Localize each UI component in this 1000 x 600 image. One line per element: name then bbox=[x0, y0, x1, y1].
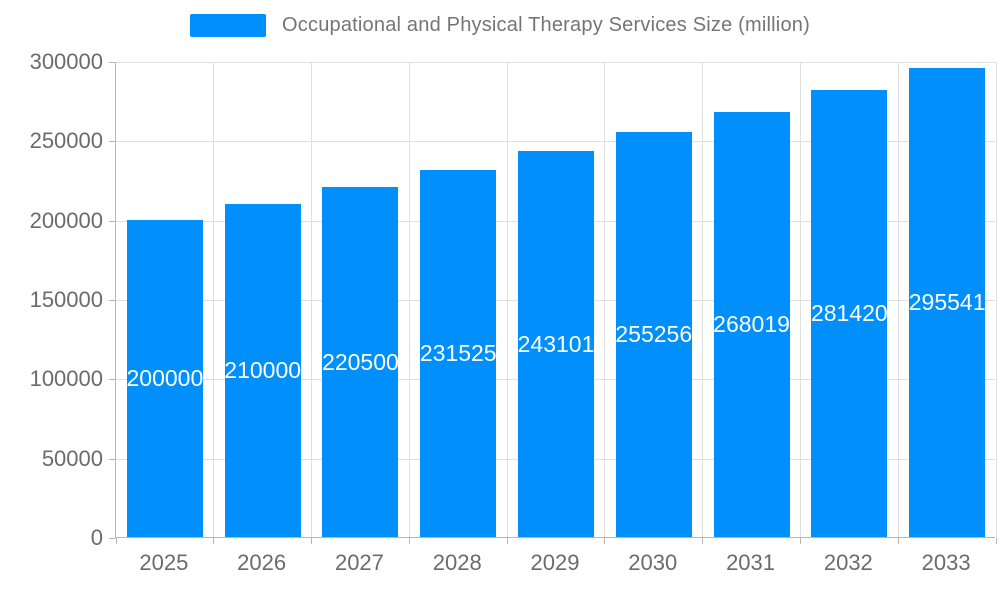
x-tick-mark bbox=[897, 538, 899, 544]
y-axis-tick-label: 300000 bbox=[29, 49, 103, 74]
bar-value-label: 200000 bbox=[126, 364, 203, 391]
y-tick-mark bbox=[109, 62, 115, 63]
bar[interactable]: 255256 bbox=[615, 132, 692, 537]
y-axis-tick-label: 200000 bbox=[29, 207, 103, 233]
x-axis-tick-label: 2031 bbox=[726, 550, 776, 575]
bar[interactable]: 295541 bbox=[909, 68, 986, 537]
bar-value-label: 243101 bbox=[518, 330, 594, 357]
y-gridline bbox=[116, 141, 995, 143]
y-tick-mark bbox=[109, 220, 115, 222]
x-axis-tick-label: 2028 bbox=[432, 550, 482, 575]
x-tick-mark bbox=[995, 538, 997, 544]
x-tick-mark bbox=[604, 538, 606, 544]
y-axis-tick-label: 250000 bbox=[29, 128, 103, 154]
plot-area: 200000 210000 220500 231525 243101 255256 2680… bbox=[109, 62, 997, 544]
bar-value-label: 268019 bbox=[713, 310, 790, 337]
bar-value-label: 231525 bbox=[420, 339, 497, 366]
y-axis-tick-label: 150000 bbox=[29, 287, 103, 312]
x-axis-tick-label: 2033 bbox=[921, 550, 971, 575]
bar-value-label: 281420 bbox=[811, 300, 888, 327]
bar[interactable]: 200000 bbox=[126, 219, 203, 537]
x-tick-mark bbox=[702, 538, 704, 544]
x-axis-tick-label: 2027 bbox=[334, 550, 384, 575]
x-tick-mark bbox=[506, 538, 508, 544]
x-axis-tick-label: 2026 bbox=[237, 550, 287, 575]
v-gridline bbox=[213, 62, 215, 537]
legend-label: Occupational and Physical Therapy Servic… bbox=[282, 14, 810, 36]
y-tick-mark bbox=[109, 458, 115, 460]
v-gridline bbox=[604, 62, 606, 537]
v-gridline bbox=[311, 62, 313, 537]
x-tick-mark bbox=[408, 538, 410, 544]
x-tick-mark bbox=[115, 538, 117, 544]
bar-value-label: 295541 bbox=[909, 289, 986, 316]
y-tick-mark bbox=[109, 538, 115, 539]
bar[interactable]: 281420 bbox=[811, 90, 888, 537]
v-gridline bbox=[702, 62, 704, 537]
y-tick-mark bbox=[109, 300, 115, 301]
y-axis-tick-label: 0 bbox=[90, 525, 103, 550]
v-gridline bbox=[799, 62, 801, 537]
v-gridline bbox=[995, 62, 997, 537]
y-tick-mark bbox=[109, 379, 115, 381]
bar[interactable]: 268019 bbox=[713, 111, 790, 537]
x-tick-mark bbox=[213, 538, 215, 544]
x-axis-tick-label: 2025 bbox=[139, 550, 189, 575]
x-tick-mark bbox=[311, 538, 313, 544]
legend-item[interactable]: Occupational and Physical Therapy Servic… bbox=[0, 14, 1000, 37]
x-axis-tick-label: 2029 bbox=[530, 550, 580, 575]
bar[interactable]: 231525 bbox=[420, 169, 497, 537]
bar[interactable]: 210000 bbox=[224, 203, 301, 537]
v-gridline bbox=[897, 62, 899, 537]
x-axis-tick-label: 2032 bbox=[823, 550, 873, 575]
bar-value-label: 220500 bbox=[322, 348, 399, 375]
v-gridline bbox=[506, 62, 508, 537]
y-axis-tick-label: 50000 bbox=[41, 445, 103, 471]
v-gridline bbox=[408, 62, 410, 537]
bar-value-label: 255256 bbox=[615, 321, 692, 347]
x-tick-mark bbox=[799, 538, 801, 544]
y-tick-mark bbox=[109, 141, 115, 143]
legend-swatch bbox=[190, 14, 267, 37]
x-axis-tick-label: 2030 bbox=[628, 550, 678, 575]
bar[interactable]: 243101 bbox=[518, 151, 594, 537]
bar-value-label: 210000 bbox=[224, 356, 301, 383]
y-gridline bbox=[116, 62, 995, 63]
y-axis-tick-label: 100000 bbox=[29, 366, 103, 392]
bar[interactable]: 220500 bbox=[322, 187, 399, 537]
